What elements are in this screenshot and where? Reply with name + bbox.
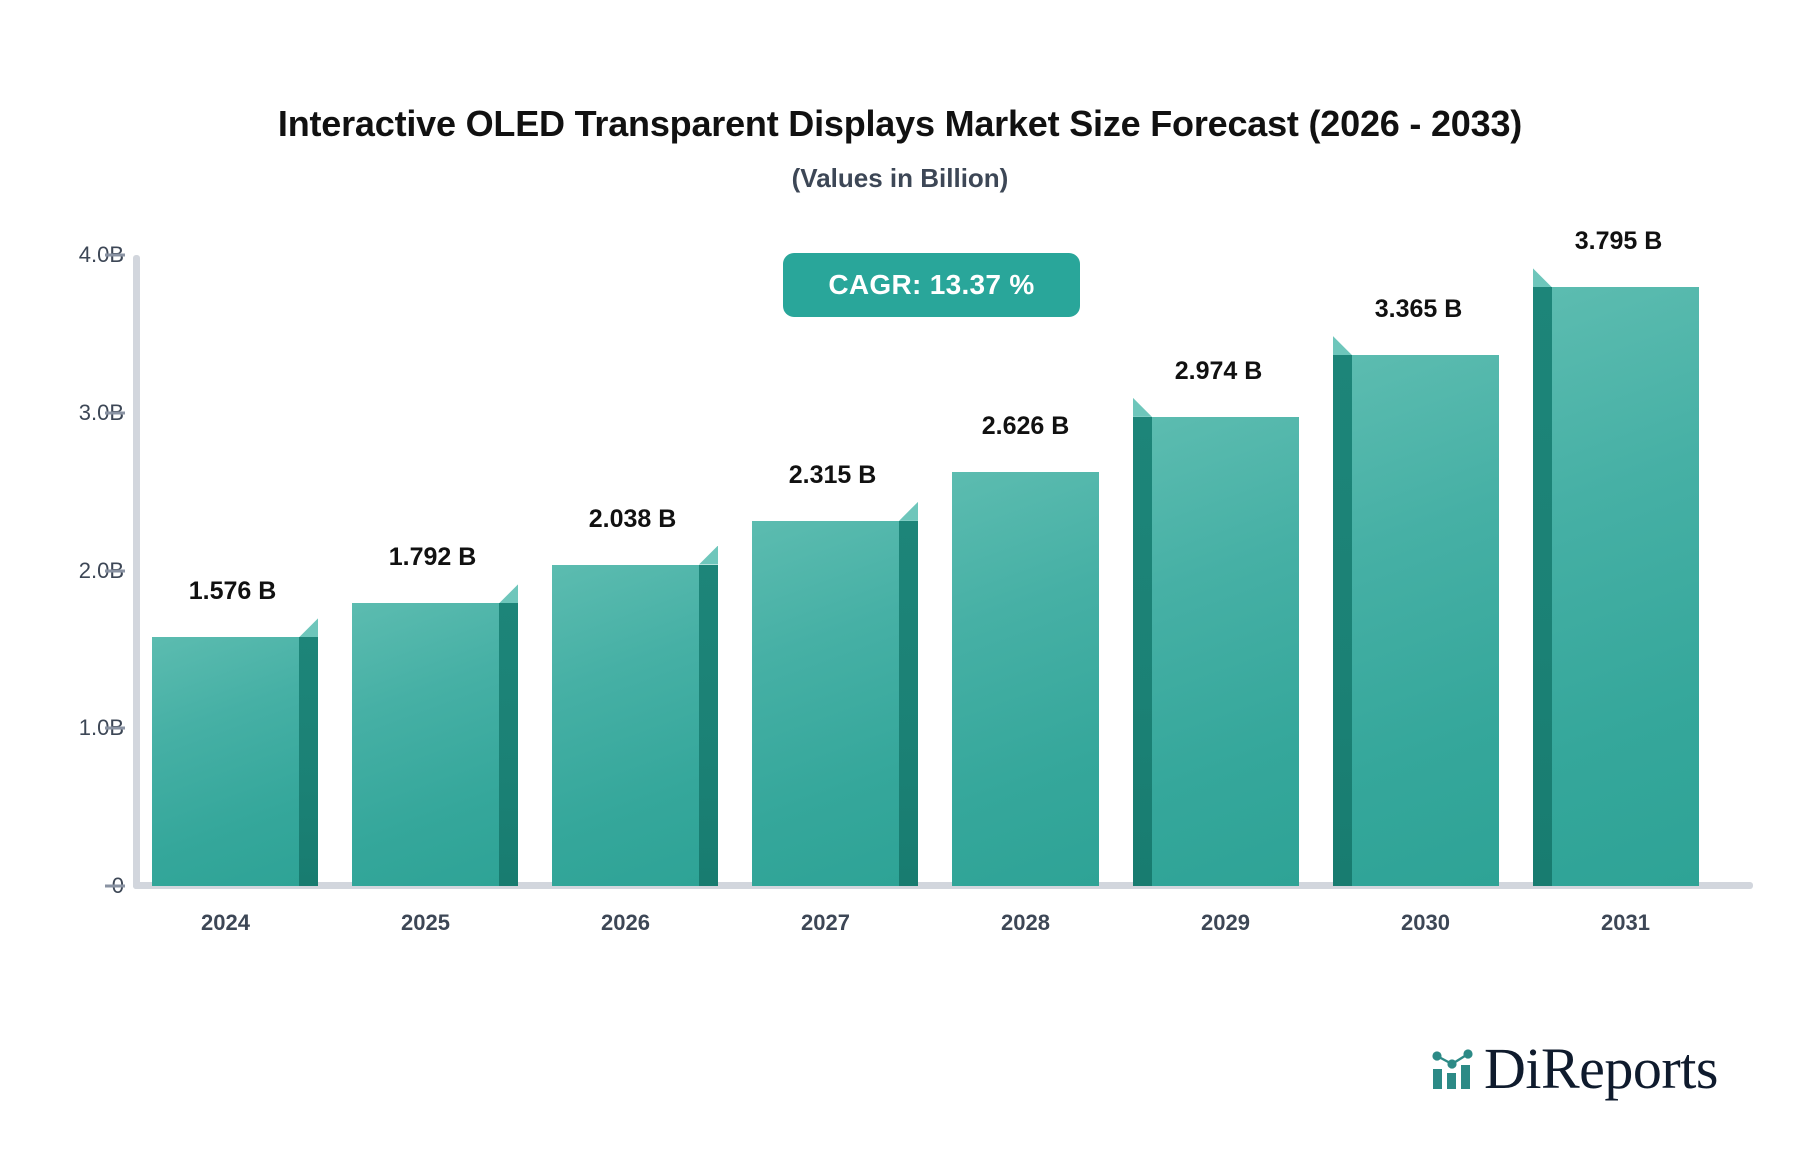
y-axis-tick-mark [105,253,125,257]
cagr-badge: CAGR: 13.37 % [783,253,1080,317]
bar-front-face [752,520,899,886]
bar-top-face [699,545,718,565]
bar-side-face [1533,287,1552,886]
bar-2026[interactable]: 2.038 B [552,505,718,886]
x-axis-tick-label-2028: 2028 [1001,910,1050,935]
bar-value-label: 3.365 B [1374,295,1463,324]
x-axis-tick-label-2027: 2027 [801,910,850,935]
bar-top-face [1133,397,1152,417]
x-axis-tick-label-2030: 2030 [1401,910,1450,935]
y-axis-tick-mark [105,884,125,888]
bar-top-face [1333,336,1352,356]
bar-front-face [1152,416,1299,886]
bar-front-face [352,603,499,886]
bar-value-label: 1.576 B [188,577,277,606]
bar-front-face [152,637,299,886]
bar-front-face [952,471,1099,886]
bar-value-label: 2.038 B [588,504,677,533]
brand-name: DiReports [1484,1036,1718,1101]
bar-front-face [1552,287,1699,886]
bar-side-face [299,637,318,886]
bar-side-face [899,520,918,886]
bar-side-face [1333,355,1352,886]
chart-header: Interactive OLED Transparent Displays Ma… [0,0,1800,192]
page-title: Interactive OLED Transparent Displays Ma… [277,103,1523,144]
y-axis-tick-mark [105,726,125,730]
bar-value-label: 2.626 B [981,411,1070,440]
bar-chart-with-trend-dots-icon [1432,1049,1473,1089]
x-axis-tick-label-2026: 2026 [601,910,650,935]
bar-front-face [552,564,699,886]
bar-2029[interactable]: 2.974 B [1133,357,1299,886]
bar-top-face [499,584,518,604]
chart-subtitle: (Values in Billion) [791,162,1009,193]
bar-2030[interactable]: 3.365 B [1333,295,1499,886]
bar-top-face [299,618,318,638]
bar-2031[interactable]: 3.795 B [1533,227,1699,886]
y-axis-tick-mark [105,569,125,572]
bar-top-face [899,501,918,521]
x-axis-tick-label-2031: 2031 [1601,910,1650,935]
x-axis-tick-label-2024: 2024 [201,910,250,935]
bar-side-face [699,564,718,886]
bar-value-label: 3.795 B [1574,227,1663,256]
brand-logo: DiReports [1430,1038,1718,1100]
x-axis-line [133,882,1753,889]
x-axis-tick-label-2025: 2025 [401,910,450,935]
bar-2024[interactable]: 1.576 B [152,577,318,886]
y-axis-tick-mark [105,411,125,415]
bar-side-face [499,603,518,886]
bar-value-label: 1.792 B [388,543,477,572]
bar-side-face [1133,416,1152,886]
bar-value-label: 2.974 B [1174,356,1263,385]
bar-front-face [1352,355,1499,886]
bar-top-face [1533,268,1552,288]
bar-2025[interactable]: 1.792 B [352,543,518,886]
y-axis-line [133,255,140,889]
bar-2028[interactable]: 2.626 B [952,412,1099,886]
bar-value-label: 2.315 B [788,460,877,489]
bar-2027[interactable]: 2.315 B [752,461,918,886]
x-axis-tick-label-2029: 2029 [1201,910,1250,935]
